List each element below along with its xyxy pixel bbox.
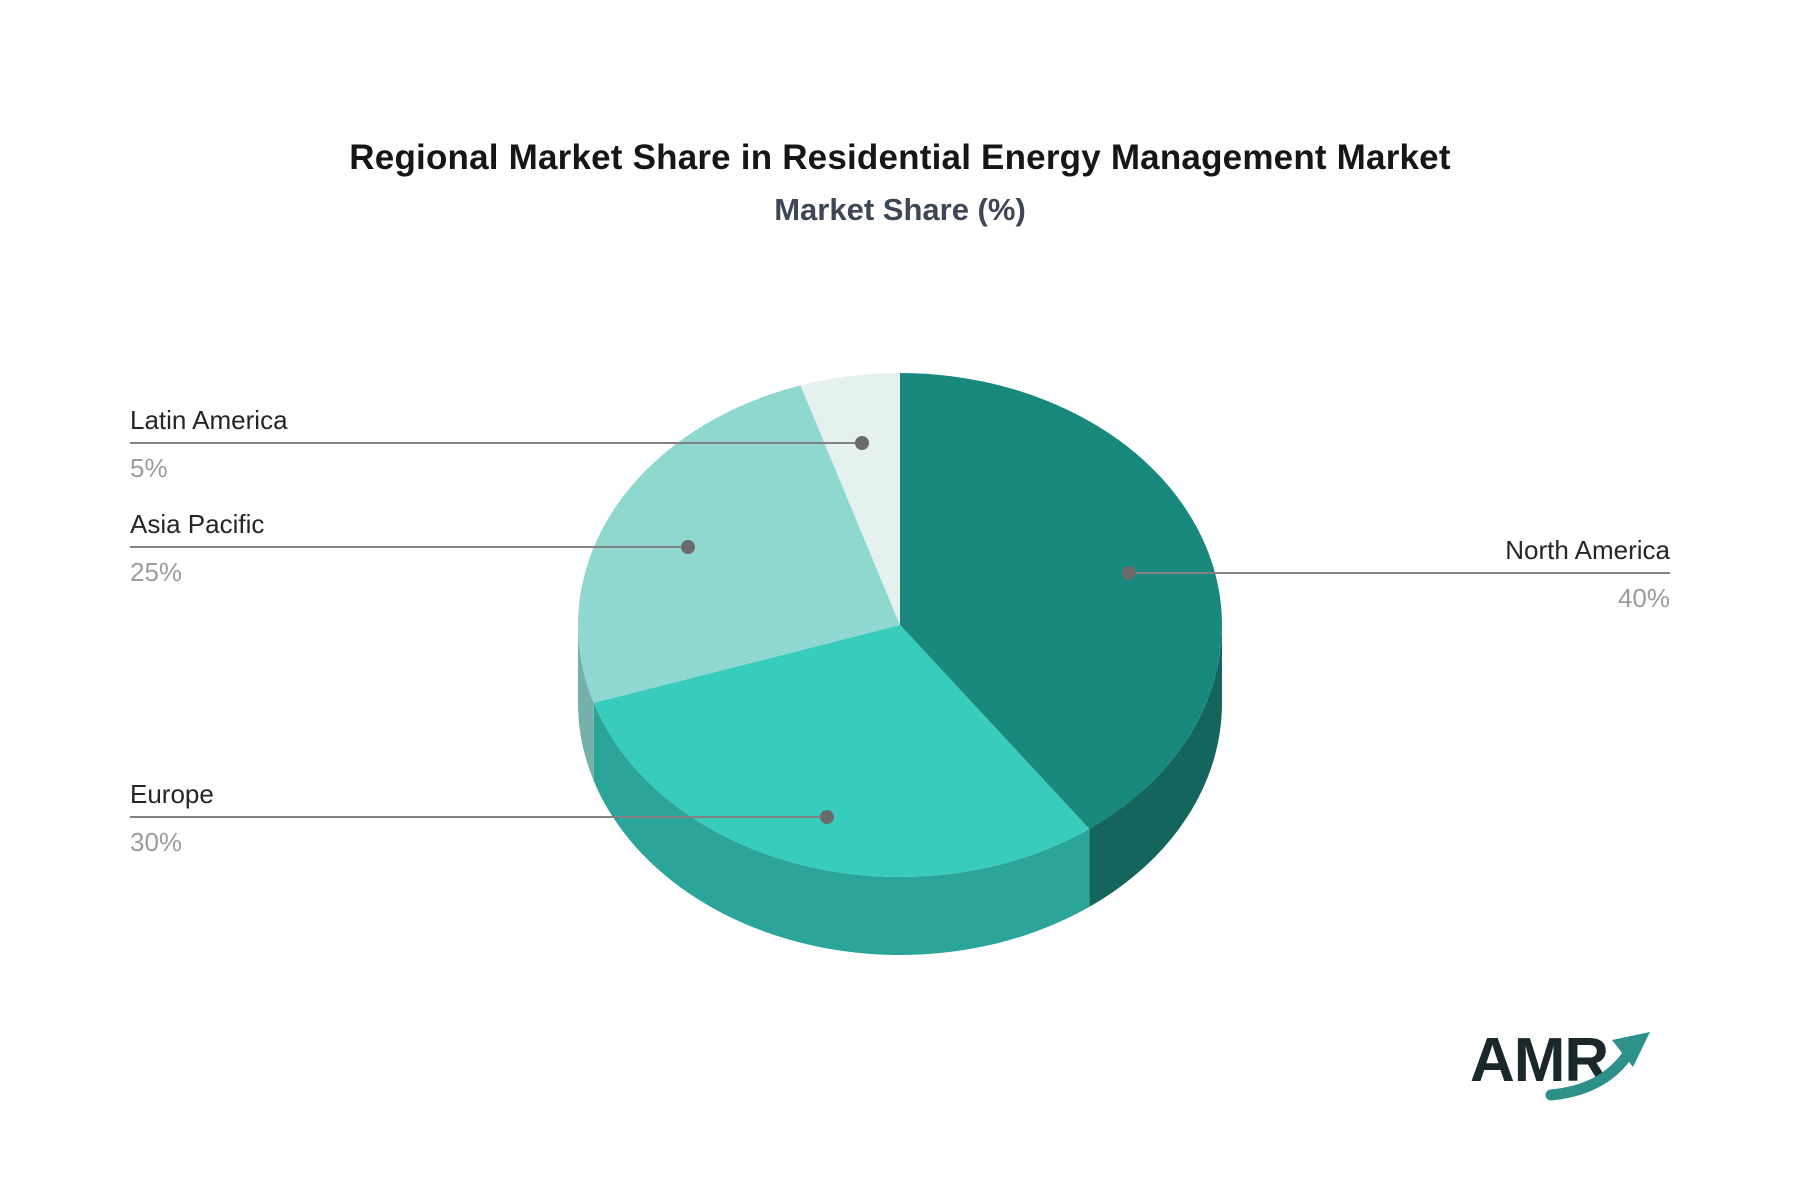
pie-slice-north-america[interactable] (900, 373, 1222, 829)
amr-logo: AMR (1470, 1030, 1690, 1120)
leader-dot-latin-america (855, 436, 869, 450)
pie-slice-latin-america[interactable] (800, 373, 900, 625)
pie-slice-asia-pacific[interactable] (578, 385, 900, 703)
chart-title: Regional Market Share in Residential Ene… (349, 138, 1451, 177)
pie-slice-europe[interactable] (593, 625, 1090, 877)
leader-dot-europe (820, 810, 834, 824)
pie-slice-side-asia-pacific (578, 625, 594, 781)
pie-slice-side-north-america (1089, 625, 1222, 907)
leader-dot-north-america (1122, 566, 1136, 580)
chart-subtitle: Market Share (%) (774, 192, 1026, 227)
pie-slice-side-europe (593, 702, 1090, 955)
amr-logo-arrow-icon (1545, 1032, 1650, 1101)
leader-dot-asia-pacific (681, 540, 695, 554)
